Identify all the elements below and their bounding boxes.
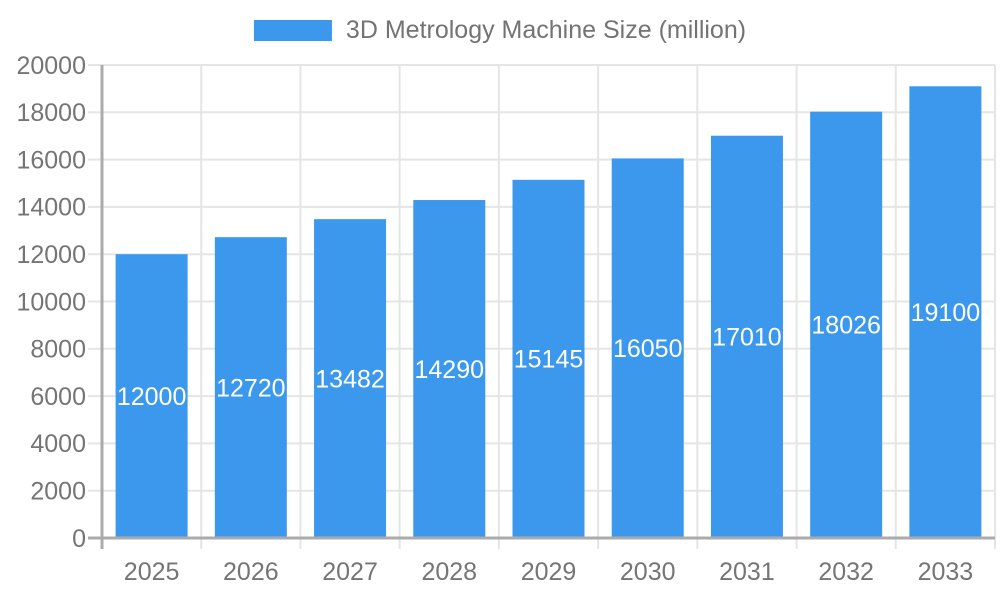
bar-value-label: 13482 (315, 365, 385, 393)
bar-value-label: 12000 (117, 383, 187, 411)
bar-value-label: 17010 (712, 324, 782, 352)
x-axis-tick-label: 2029 (521, 558, 577, 586)
bar-2026[interactable] (214, 237, 287, 538)
bar-value-label: 16050 (613, 335, 683, 363)
y-axis-tick-label: 8000 (30, 336, 86, 364)
x-axis-tick-label: 2033 (918, 558, 974, 586)
y-axis-tick-label: 16000 (16, 146, 86, 174)
y-axis-tick-label: 0 (72, 525, 86, 553)
x-axis-tick-label: 2027 (322, 558, 378, 586)
x-axis-tick-label: 2032 (818, 558, 874, 586)
bar-2029[interactable] (512, 179, 585, 539)
y-axis-tick-label: 10000 (16, 288, 86, 316)
bar-value-label: 19100 (911, 299, 981, 327)
y-axis-tick-label: 12000 (16, 241, 86, 269)
y-axis-tick-label: 4000 (30, 430, 86, 458)
y-axis-tick-label: 6000 (30, 383, 86, 411)
bar-value-label: 12720 (216, 374, 286, 402)
x-axis-tick-label: 2025 (124, 558, 180, 586)
bar-value-label: 18026 (811, 312, 881, 340)
y-axis-tick-label: 14000 (16, 194, 86, 222)
bar-2028[interactable] (413, 200, 486, 538)
x-axis-tick-label: 2028 (421, 558, 477, 586)
y-axis-tick-label: 2000 (30, 477, 86, 505)
y-axis-tick-label: 18000 (16, 99, 86, 127)
legend[interactable]: 3D Metrology Machine Size (million) (253, 16, 747, 45)
bar-2025[interactable] (115, 254, 188, 538)
bar-value-label: 15145 (514, 346, 584, 374)
x-axis-tick-label: 2026 (223, 558, 279, 586)
y-axis-tick-label: 20000 (16, 52, 86, 80)
bar-2033[interactable] (909, 86, 982, 538)
bar-2031[interactable] (710, 135, 783, 538)
x-axis-tick-label: 2031 (719, 558, 775, 586)
bar-2032[interactable] (810, 111, 883, 539)
legend-swatch-icon (253, 20, 332, 41)
bar-2027[interactable] (314, 219, 387, 538)
legend-label: 3D Metrology Machine Size (million) (345, 16, 747, 44)
bar-2030[interactable] (611, 158, 684, 539)
x-axis-tick-label: 2030 (620, 558, 676, 586)
bar-value-label: 14290 (415, 356, 485, 384)
